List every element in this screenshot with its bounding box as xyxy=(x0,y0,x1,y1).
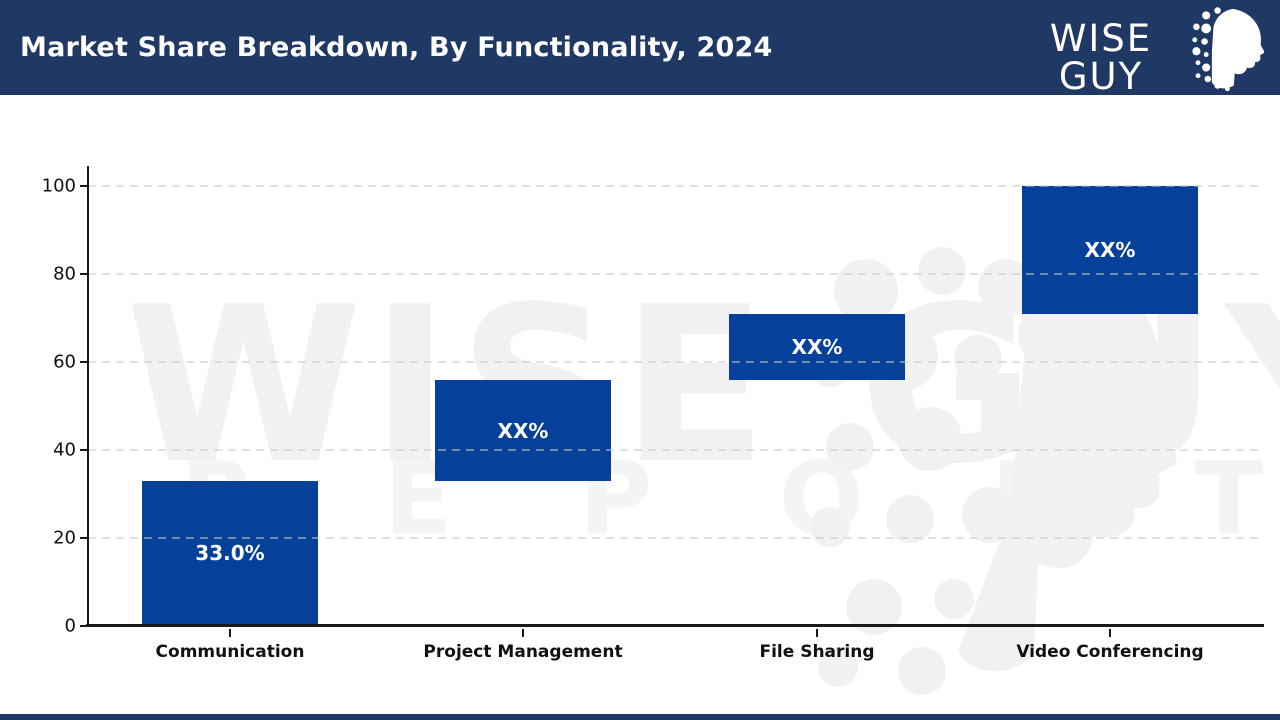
gridline xyxy=(88,185,1263,187)
y-tick-mark xyxy=(80,625,88,627)
y-tick-mark xyxy=(80,537,88,539)
y-tick-label: 20 xyxy=(53,527,76,549)
logo-head-icon xyxy=(1192,7,1265,92)
x-tick-mark xyxy=(816,629,818,637)
page-title: Market Share Breakdown, By Functionality… xyxy=(20,32,773,63)
footer-bar xyxy=(0,714,1280,720)
bar xyxy=(435,380,611,481)
bar-value-label: XX% xyxy=(791,335,843,360)
x-category-label: Video Conferencing xyxy=(1016,642,1204,662)
y-tick-label: 60 xyxy=(53,351,76,373)
x-category-label: File Sharing xyxy=(759,642,875,662)
x-tick-mark xyxy=(1109,629,1111,637)
bar xyxy=(1022,186,1198,315)
logo-wordmark: WISE GUY xyxy=(1049,17,1153,98)
gridline xyxy=(88,449,1263,451)
gridline xyxy=(88,273,1263,275)
gridline xyxy=(88,537,1263,539)
x-category-label: Project Management xyxy=(423,642,623,662)
y-tick-label: 80 xyxy=(53,263,76,285)
bar-value-label: XX% xyxy=(497,418,549,443)
bar xyxy=(142,480,318,626)
x-category-label: Communication xyxy=(155,642,305,662)
x-tick-mark xyxy=(522,629,524,637)
y-tick-label: 40 xyxy=(53,439,76,461)
header-banner: Market Share Breakdown, By Functionality… xyxy=(0,0,1280,115)
y-axis-line xyxy=(87,166,89,626)
bar xyxy=(729,314,905,381)
y-tick-mark xyxy=(80,273,88,275)
wise-guy-logo: WISE GUY REPORTS xyxy=(1010,0,1270,115)
y-tick-label: 100 xyxy=(41,175,76,197)
y-tick-mark xyxy=(80,361,88,363)
y-tick-mark xyxy=(80,185,88,187)
gridline xyxy=(88,361,1263,363)
bar-value-label: 33.0% xyxy=(195,541,265,566)
x-axis-line xyxy=(86,624,1264,627)
y-tick-mark xyxy=(80,449,88,451)
y-tick-label: 0 xyxy=(64,615,76,637)
plot-area: WISE GUY R E P O R T S 02040608010033.0%… xyxy=(0,95,1280,714)
bar-value-label: XX% xyxy=(1084,238,1136,263)
x-tick-mark xyxy=(229,629,231,637)
